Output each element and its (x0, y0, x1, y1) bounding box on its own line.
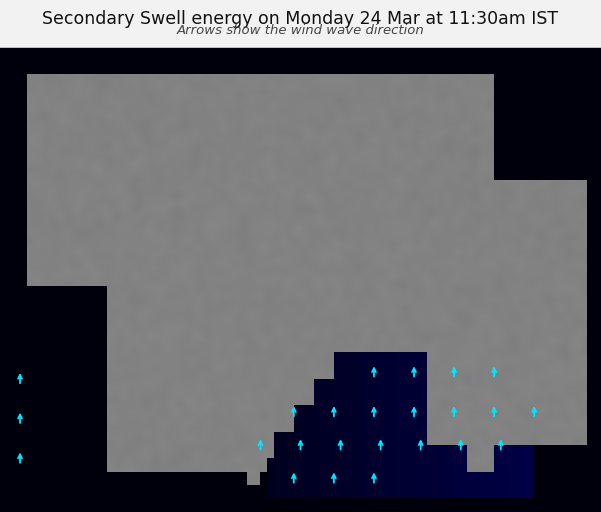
Text: Secondary Swell energy on Monday 24 Mar at 11:30am IST: Secondary Swell energy on Monday 24 Mar … (43, 10, 558, 29)
Text: Arrows show the wind wave direction: Arrows show the wind wave direction (177, 24, 424, 37)
